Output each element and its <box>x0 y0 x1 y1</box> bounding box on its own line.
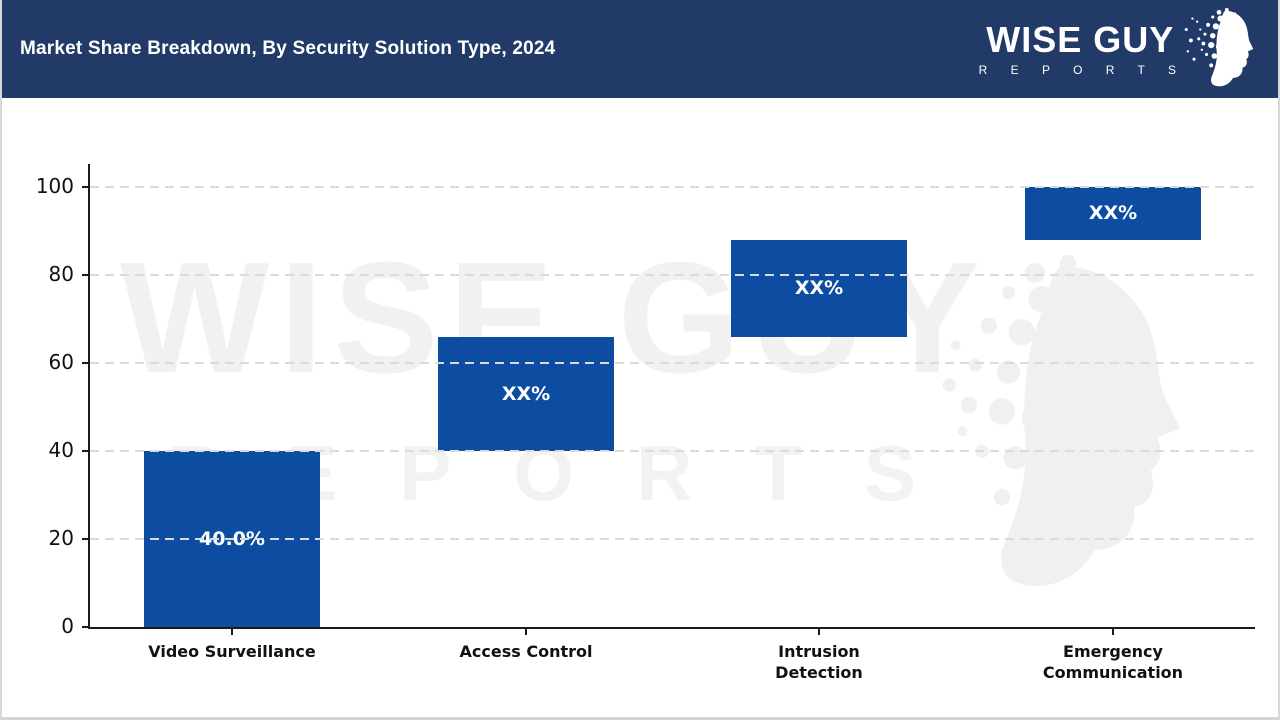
logo-subtitle-text: R E P O R T S <box>978 62 1186 77</box>
y-tick-mark-100 <box>82 186 90 188</box>
bar-1: XX% <box>438 336 614 451</box>
wise-guy-logo: WISE GUY R E P O R T S <box>975 6 1258 92</box>
category-label-0: Video Surveillance <box>148 642 316 661</box>
gridline-100 <box>90 186 1255 188</box>
y-tick-mark-20 <box>82 538 90 540</box>
chart-title: Market Share Breakdown, By Security Solu… <box>20 38 556 59</box>
x-tick-mark-0 <box>231 627 233 635</box>
y-tick-label-0: 0 <box>61 614 74 638</box>
y-tick-label-80: 80 <box>48 262 74 286</box>
category-label-1: Access Control <box>459 642 593 661</box>
header-bar: Market Share Breakdown, By Security Solu… <box>2 0 1278 98</box>
bar-value-label-3: XX% <box>1088 202 1138 225</box>
logo-head-icon <box>1184 8 1254 87</box>
y-tick-mark-60 <box>82 362 90 364</box>
bar-value-label-2: XX% <box>794 277 844 300</box>
waterfall-chart: 0 20 40 60 80 100 40.0% Video Surveillance XX% Ac… <box>2 98 1280 717</box>
bar-3: XX% <box>1025 187 1201 240</box>
logo-wordmark: WISE GUY R E P O R T S <box>975 18 1186 77</box>
x-axis-line <box>88 627 1255 629</box>
bar-value-label-1: XX% <box>501 382 551 405</box>
category-label-3: Emergency Communication <box>1042 642 1184 682</box>
gridline-60 <box>90 362 1255 364</box>
y-tick-mark-0 <box>82 626 90 628</box>
bar-2: XX% <box>731 239 907 337</box>
y-tick-label-40: 40 <box>48 438 74 462</box>
gridline-80 <box>90 274 1255 276</box>
y-tick-label-100: 100 <box>35 174 74 198</box>
y-tick-label-60: 60 <box>48 350 74 374</box>
logo-wordmark-text: WISE GUY <box>986 18 1175 60</box>
x-tick-mark-1 <box>525 627 527 635</box>
gridline-20 <box>90 538 1255 540</box>
x-tick-mark-3 <box>1112 627 1114 635</box>
y-tick-mark-40 <box>82 450 90 452</box>
y-axis-line <box>88 164 90 629</box>
x-tick-mark-2 <box>818 627 820 635</box>
y-tick-mark-80 <box>82 274 90 276</box>
category-label-2: Intrusion Detection <box>775 642 863 682</box>
y-tick-label-20: 20 <box>48 526 74 550</box>
gridline-40 <box>90 450 1255 452</box>
